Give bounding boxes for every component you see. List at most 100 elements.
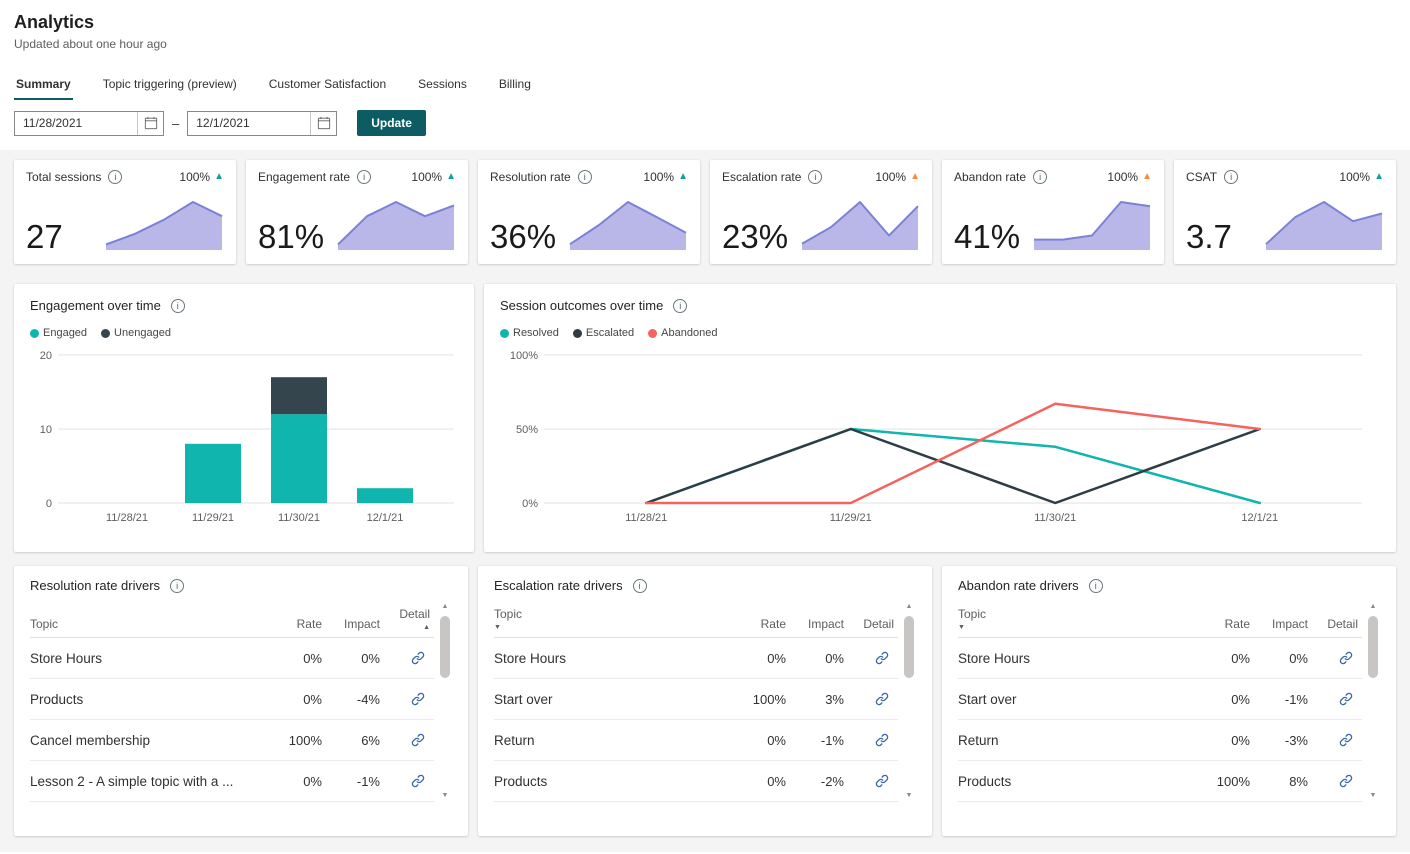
kpi-card-resolution-rate: Resolution rate 100%▲ 36%: [478, 160, 700, 264]
cell-impact: 0%: [361, 650, 380, 666]
date-range-separator: –: [172, 115, 180, 131]
kpi-trend: 100% ▲: [1339, 170, 1384, 184]
detail-link-icon[interactable]: [410, 691, 426, 707]
column-header-impact[interactable]: Impact: [1271, 617, 1308, 631]
start-date-input[interactable]: [15, 116, 137, 130]
legend-item-resolved[interactable]: Resolved: [500, 327, 559, 339]
info-icon[interactable]: [1224, 170, 1239, 184]
column-header-rate[interactable]: Rate: [1224, 617, 1250, 631]
scroll-up-arrow[interactable]: ▲: [441, 603, 449, 610]
scroll-track[interactable]: [1366, 613, 1380, 790]
info-icon[interactable]: [577, 170, 592, 184]
svg-text:0%: 0%: [522, 498, 538, 510]
cell-topic: Products: [958, 773, 1012, 789]
detail-link-icon[interactable]: [874, 650, 890, 666]
scroll-track[interactable]: [438, 613, 452, 790]
page-title: Analytics: [14, 12, 95, 32]
cell-detail: [844, 650, 898, 666]
tab-customer-satisfaction[interactable]: Customer Satisfaction: [268, 77, 387, 91]
info-icon[interactable]: [1033, 170, 1048, 184]
scroll-down-arrow[interactable]: ▼: [441, 792, 449, 799]
kpi-sparkline: [1265, 201, 1383, 250]
column-header-topic[interactable]: Topic ▼: [494, 607, 523, 631]
column-header-topic[interactable]: Topic: [30, 617, 59, 631]
trend-up-arrow: ▲: [214, 171, 224, 182]
scroll-thumb[interactable]: [440, 616, 450, 678]
detail-link-icon[interactable]: [410, 650, 426, 666]
end-date-input[interactable]: [188, 116, 311, 130]
kpi-sparkline-wrap: [1032, 195, 1152, 256]
kpi-card-total-sessions: Total sessions 100%▲ 27: [14, 160, 236, 264]
info-icon[interactable]: [357, 170, 372, 184]
session-outcomes-line-chart: 0% 50% 100% 11/28/21 11/29/21 11/30/21 12/1/21: [510, 350, 1362, 524]
tab-topic-triggering-preview[interactable]: Topic triggering (preview): [102, 77, 237, 91]
line-abandoned[interactable]: [645, 402, 1262, 505]
bar-engaged[interactable]: [357, 488, 413, 503]
table-scrollbar[interactable]: ▲ ▼: [438, 601, 452, 802]
line-escalated[interactable]: [645, 427, 1262, 505]
column-header-rate[interactable]: Rate: [296, 617, 322, 631]
cell-detail: [1308, 691, 1362, 707]
legend-item-engaged[interactable]: Engaged: [30, 327, 87, 339]
kpi-body: 23%: [722, 195, 920, 256]
detail-link-icon[interactable]: [874, 691, 890, 707]
scroll-up-arrow[interactable]: ▲: [905, 603, 913, 610]
detail-link-icon[interactable]: [1338, 650, 1354, 666]
detail-link-icon[interactable]: [1338, 773, 1354, 789]
date-filter-bar: – Update: [14, 110, 1396, 136]
tab-billing[interactable]: Billing: [498, 77, 531, 91]
tab-summary[interactable]: Summary: [14, 73, 73, 100]
detail-link-icon[interactable]: [410, 732, 426, 748]
scroll-track[interactable]: [902, 613, 916, 790]
scroll-down-arrow[interactable]: ▼: [905, 792, 913, 799]
calendar-icon[interactable]: [137, 111, 163, 135]
info-icon[interactable]: [170, 298, 185, 313]
tab-sessions[interactable]: Sessions: [418, 77, 467, 91]
calendar-icon[interactable]: [310, 111, 337, 135]
column-header-detail[interactable]: Detail ▲: [399, 607, 430, 631]
detail-link-icon[interactable]: [1338, 691, 1354, 707]
info-icon[interactable]: [632, 578, 647, 593]
info-icon[interactable]: [808, 170, 823, 184]
column-header-detail[interactable]: Detail: [1327, 617, 1358, 631]
legend-item-abandoned[interactable]: Abandoned: [648, 327, 717, 339]
scroll-up-arrow[interactable]: ▲: [1369, 603, 1377, 610]
column-header-rate[interactable]: Rate: [760, 617, 786, 631]
info-icon[interactable]: [108, 170, 123, 184]
bar-engaged[interactable]: [185, 443, 241, 503]
scroll-thumb[interactable]: [1368, 616, 1378, 678]
detail-link-icon[interactable]: [874, 773, 890, 789]
cell-impact: -1%: [820, 732, 844, 748]
legend-item-unengaged[interactable]: Unengaged: [101, 327, 171, 339]
cell-topic: Store Hours: [494, 650, 567, 666]
column-header-topic[interactable]: Topic ▼: [958, 607, 987, 631]
end-date-field: [187, 110, 338, 136]
scroll-down-arrow[interactable]: ▼: [1369, 792, 1377, 799]
column-header-impact[interactable]: Impact: [807, 617, 844, 631]
cell-impact: -1%: [1284, 691, 1308, 707]
bar-unengaged[interactable]: [271, 377, 327, 415]
column-header-detail[interactable]: Detail: [863, 617, 894, 631]
detail-link-icon[interactable]: [410, 773, 426, 789]
column-header-impact[interactable]: Impact: [343, 617, 380, 631]
legend-item-escalated[interactable]: Escalated: [572, 327, 634, 339]
svg-text:11/28/21: 11/28/21: [106, 512, 148, 524]
table-row: Cancel membership 100% 6%: [30, 720, 434, 761]
table-scrollbar[interactable]: ▲ ▼: [1366, 601, 1380, 802]
kpi-body: 41%: [954, 195, 1152, 256]
info-icon[interactable]: [170, 578, 185, 593]
legend-dot: [500, 328, 509, 338]
cell-impact: -3%: [1284, 732, 1308, 748]
info-icon[interactable]: [1088, 578, 1103, 593]
table-scrollbar[interactable]: ▲ ▼: [902, 601, 916, 802]
kpi-sparkline: [337, 201, 455, 250]
scroll-thumb[interactable]: [904, 616, 914, 678]
update-button[interactable]: Update: [357, 110, 426, 136]
detail-link-icon[interactable]: [1338, 732, 1354, 748]
info-icon[interactable]: [673, 298, 688, 313]
svg-text:10: 10: [40, 424, 52, 436]
bar-engaged[interactable]: [271, 414, 327, 503]
detail-link-icon[interactable]: [874, 732, 890, 748]
